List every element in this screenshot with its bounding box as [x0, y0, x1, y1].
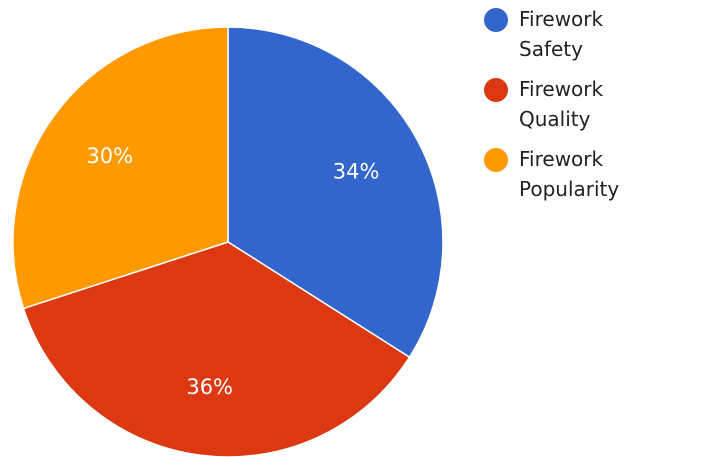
slice-label-firework-popularity: 30% — [86, 144, 133, 168]
legend-swatch-firework-popularity — [484, 148, 508, 172]
legend-label-firework-safety: Firework Safety — [519, 7, 604, 61]
legend-item-firework-quality[interactable]: Firework Quality — [484, 74, 704, 134]
legend-swatch-firework-safety — [484, 8, 508, 32]
legend-item-firework-safety[interactable]: Firework Safety — [484, 4, 704, 64]
legend-swatch-firework-quality — [484, 78, 508, 102]
legend-item-firework-popularity[interactable]: Firework Popularity — [484, 144, 704, 204]
slice-label-firework-quality: 36% — [186, 375, 233, 399]
pie-slice-firework-popularity[interactable] — [12, 26, 229, 310]
pie-slice-firework-quality[interactable] — [22, 241, 411, 457]
slice-label-firework-safety: 34% — [333, 160, 380, 184]
legend-label-firework-quality: Firework Quality — [519, 77, 604, 131]
legend-label-firework-popularity: Firework Popularity — [519, 147, 620, 201]
pie-slice-firework-safety[interactable] — [227, 26, 444, 359]
legend: Firework Safety Firework Quality Firewor… — [484, 4, 704, 214]
